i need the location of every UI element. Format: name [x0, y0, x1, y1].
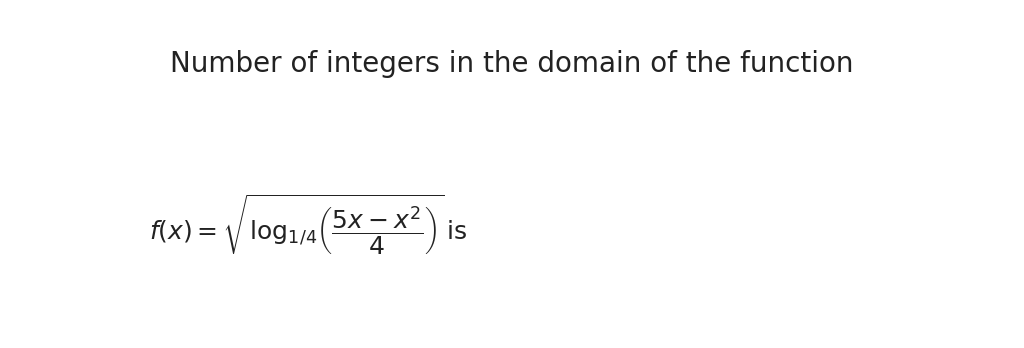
Text: $f(x) = \sqrt{\log_{1/4}\!\left(\dfrac{5x - x^2}{4}\right)}\,\mathrm{is}$: $f(x) = \sqrt{\log_{1/4}\!\left(\dfrac{5…	[150, 193, 467, 258]
Text: Number of integers in the domain of the function: Number of integers in the domain of the …	[170, 50, 854, 78]
